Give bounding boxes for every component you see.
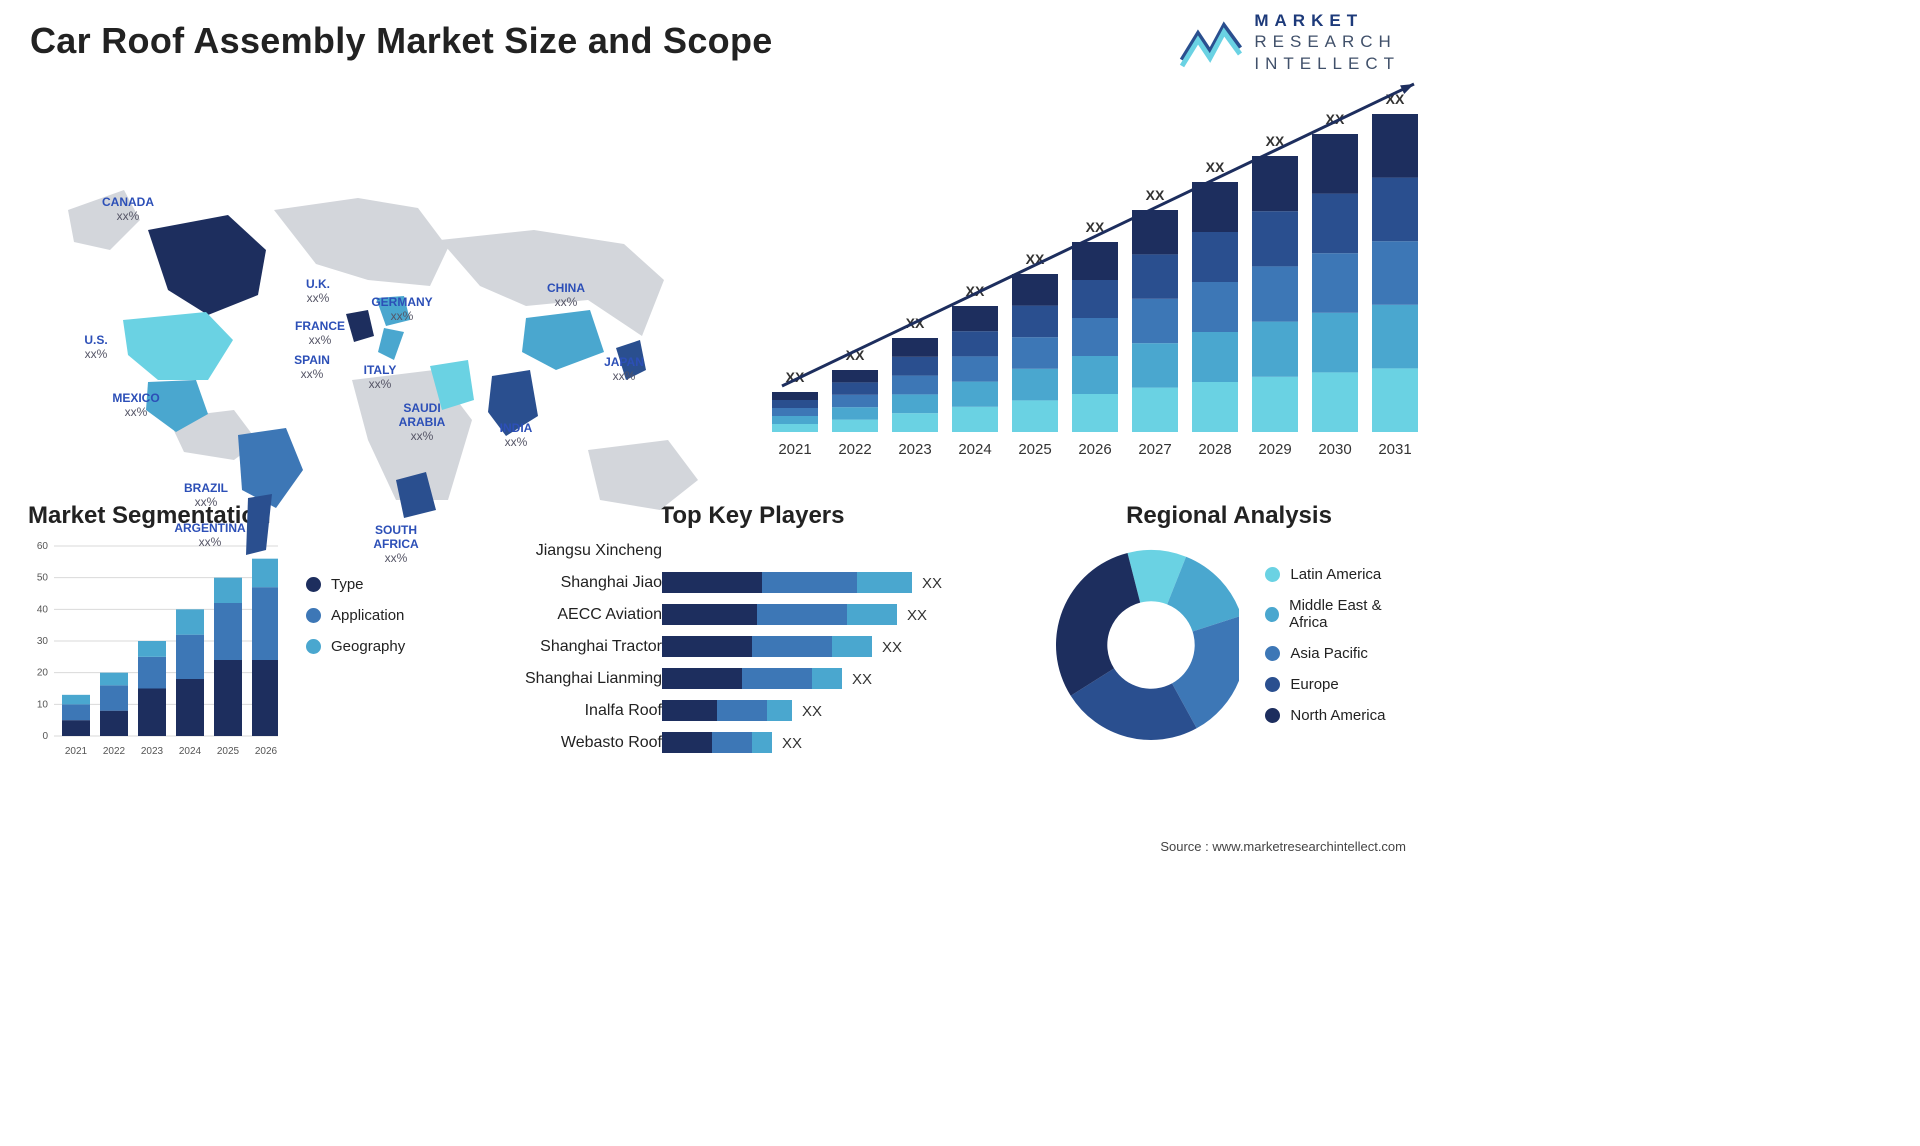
italy-shape xyxy=(378,328,404,360)
map-label-india: INDIAxx% xyxy=(476,422,556,450)
region-legend-item: Middle East & Africa xyxy=(1265,597,1412,631)
player-label: Inalfa Roof xyxy=(502,700,662,721)
svg-text:2024: 2024 xyxy=(179,746,202,757)
svg-text:XX: XX xyxy=(882,639,902,656)
growth-chart: XX2021XX2022XX2023XX2024XX2025XX2026XX20… xyxy=(754,80,1444,480)
source-label: Source : www.marketresearchintellect.com xyxy=(1160,839,1406,854)
map-label-japan: JAPANxx% xyxy=(584,356,664,384)
regional-section: Regional Analysis Latin America Middle Ea… xyxy=(1046,502,1412,772)
svg-text:XX: XX xyxy=(852,671,872,688)
svg-text:XX: XX xyxy=(1206,159,1225,175)
map-label-u.s.: U.S.xx% xyxy=(56,334,136,362)
player-label: Shanghai Tractor xyxy=(502,636,662,657)
regional-title: Regional Analysis xyxy=(1046,502,1412,530)
region-legend-item: Europe xyxy=(1265,676,1412,693)
svg-text:2022: 2022 xyxy=(838,441,871,458)
svg-text:10: 10 xyxy=(37,699,49,710)
map-label-germany: GERMANYxx% xyxy=(362,296,442,324)
world-map: CANADAxx%U.S.xx%MEXICOxx%BRAZILxx%ARGENT… xyxy=(28,80,718,480)
logo-icon xyxy=(1178,14,1244,70)
svg-text:2027: 2027 xyxy=(1138,441,1171,458)
svg-text:XX: XX xyxy=(907,607,927,624)
seg-legend-geography: Geography xyxy=(306,638,405,655)
player-label: Webasto Roof xyxy=(502,732,662,753)
map-label-italy: ITALYxx% xyxy=(340,364,420,392)
svg-text:2026: 2026 xyxy=(1078,441,1111,458)
seg-legend-application: Application xyxy=(306,607,405,624)
svg-text:2023: 2023 xyxy=(898,441,931,458)
svg-text:2028: 2028 xyxy=(1198,441,1231,458)
canada-shape xyxy=(148,215,266,315)
region-legend-item: Latin America xyxy=(1265,566,1412,583)
svg-text:XX: XX xyxy=(922,575,942,592)
svg-text:20: 20 xyxy=(37,668,49,679)
map-label-argentina: ARGENTINAxx% xyxy=(170,522,250,550)
svg-text:2023: 2023 xyxy=(141,746,164,757)
svg-text:XX: XX xyxy=(782,735,802,752)
svg-text:2026: 2026 xyxy=(255,746,278,757)
map-label-canada: CANADAxx% xyxy=(88,196,168,224)
map-label-france: FRANCExx% xyxy=(280,320,360,348)
map-label-brazil: BRAZILxx% xyxy=(166,482,246,510)
map-label-u.k.: U.K.xx% xyxy=(278,278,358,306)
svg-text:2025: 2025 xyxy=(217,746,240,757)
regional-legend: Latin America Middle East & Africa Asia Pa… xyxy=(1265,566,1412,724)
svg-text:2021: 2021 xyxy=(65,746,88,757)
svg-text:XX: XX xyxy=(1146,187,1165,203)
logo-text: MARKET RESEARCH INTELLECT xyxy=(1254,10,1400,74)
svg-text:2030: 2030 xyxy=(1318,441,1351,458)
us-shape xyxy=(123,312,233,380)
map-label-saudi-arabia: SAUDI ARABIAxx% xyxy=(382,402,462,443)
regional-donut xyxy=(1046,540,1239,750)
region-legend-item: Asia Pacific xyxy=(1265,645,1412,662)
player-label: AECC Aviation xyxy=(502,604,662,625)
growth-chart-svg: XX2021XX2022XX2023XX2024XX2025XX2026XX20… xyxy=(754,80,1444,480)
svg-text:XX: XX xyxy=(802,703,822,720)
region-legend-item: North America xyxy=(1265,707,1412,724)
segmentation-legend: TypeApplicationGeography xyxy=(306,576,405,655)
donut-slice xyxy=(1056,553,1140,696)
map-label-china: CHINAxx% xyxy=(526,282,606,310)
svg-text:2024: 2024 xyxy=(958,441,991,458)
svg-text:2022: 2022 xyxy=(103,746,126,757)
svg-text:2025: 2025 xyxy=(1018,441,1051,458)
svg-text:2031: 2031 xyxy=(1378,441,1411,458)
player-label: Shanghai Lianming xyxy=(502,668,662,689)
map-svg xyxy=(28,80,718,580)
svg-text:2021: 2021 xyxy=(778,441,811,458)
map-label-south-africa: SOUTH AFRICAxx% xyxy=(356,524,436,565)
svg-text:2029: 2029 xyxy=(1258,441,1291,458)
brand-logo: MARKET RESEARCH INTELLECT xyxy=(1178,10,1400,74)
svg-text:0: 0 xyxy=(42,731,48,742)
map-label-mexico: MEXICOxx% xyxy=(96,392,176,420)
svg-text:30: 30 xyxy=(37,636,49,647)
svg-text:40: 40 xyxy=(37,604,49,615)
